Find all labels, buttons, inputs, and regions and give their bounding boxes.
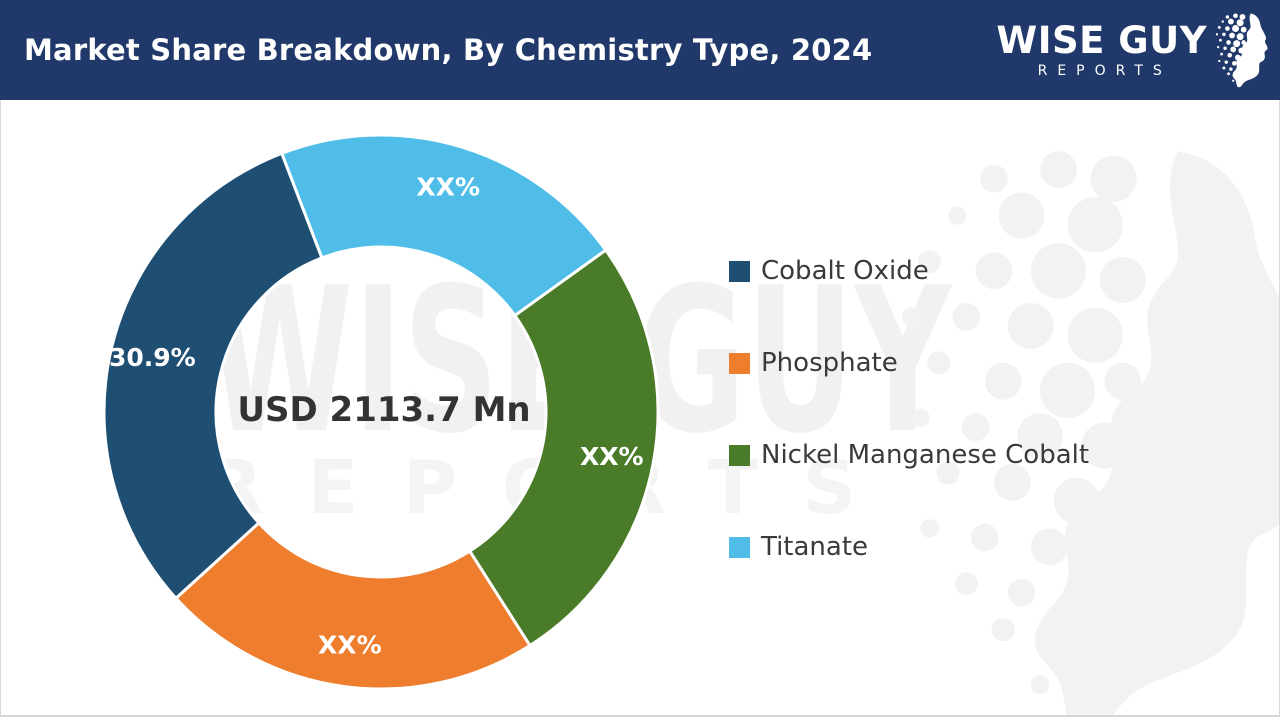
logo-text: WISE GUY REPORTS	[996, 22, 1207, 79]
segment-label-cobalt-oxide: 30.9%	[109, 343, 196, 372]
legend-item-phosphate[interactable]: Phosphate	[729, 348, 1089, 378]
legend-swatch-nickel-manganese-cobalt	[729, 444, 750, 466]
legend-label-cobalt-oxide: Cobalt Oxide	[761, 256, 929, 286]
legend-swatch-cobalt-oxide	[729, 260, 750, 282]
page-title: Market Share Breakdown, By Chemistry Typ…	[24, 33, 873, 67]
donut-center-value: USD 2113.7 Mn	[237, 390, 530, 430]
chart-panel: WISE GUY REPORTS XX%XX%XX%30.9% USD 2113…	[0, 100, 1280, 717]
donut-segment-nickel-manganese-cobalt[interactable]	[467, 248, 660, 648]
donut-segment-phosphate[interactable]	[173, 520, 532, 691]
wiseguy-face-icon	[1215, 13, 1268, 88]
segment-label-titanate: XX%	[416, 172, 480, 201]
legend-item-cobalt-oxide[interactable]: Cobalt Oxide	[729, 256, 1089, 286]
donut-segment-titanate[interactable]	[279, 133, 608, 318]
donut-segments: XX% XX% XX% 30.9%	[102, 133, 660, 691]
legend: Cobalt Oxide Phosphate Nickel Manganese Co…	[729, 256, 1089, 562]
wiseguy-logo: WISE GUY REPORTS	[996, 12, 1268, 88]
segment-label-phosphate: XX%	[318, 630, 382, 659]
legend-label-phosphate: Phosphate	[761, 348, 898, 378]
header-bar: Market Share Breakdown, By Chemistry Typ…	[0, 0, 1280, 100]
legend-label-titanate: Titanate	[761, 532, 869, 562]
legend-swatch-titanate	[729, 536, 750, 558]
donut-chart: XX% XX% XX% 30.9% USD 2113.7 Mn	[102, 133, 660, 691]
legend-label-nickel-manganese-cobalt: Nickel Manganese Cobalt	[761, 440, 1090, 470]
legend-item-nickel-manganese-cobalt[interactable]: Nickel Manganese Cobalt	[729, 440, 1089, 470]
logo-subtitle: REPORTS	[1037, 62, 1172, 79]
logo-wordmark: WISE GUY	[996, 18, 1207, 62]
legend-item-titanate[interactable]: Titanate	[729, 532, 1089, 562]
donut-segment-cobalt-oxide[interactable]	[102, 151, 324, 601]
segment-label-nickel-manganese-cobalt: XX%	[580, 442, 644, 471]
legend-swatch-phosphate	[729, 352, 750, 374]
